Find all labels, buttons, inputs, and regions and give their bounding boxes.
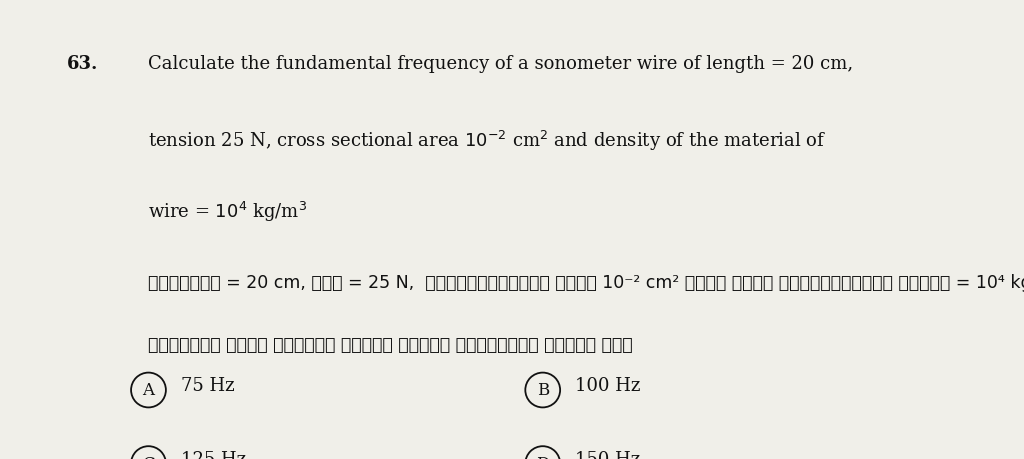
Text: 150 Hz: 150 Hz [575, 450, 641, 459]
Text: Calculate the fundamental frequency of a sonometer wire of length = 20 cm,: Calculate the fundamental frequency of a… [148, 55, 854, 73]
Text: বিশিষ্ট ছ্ন্ মিটাৰৰ মৌলিক স্ৱৰৰ কম্পনাংক কিমান হব।: বিশিষ্ট ছ্ন্ মিটাৰৰ মৌলিক স্ৱৰৰ কম্পনাংক… [148, 335, 633, 353]
Text: wire = $10^{4}$ kg/m$^{3}$: wire = $10^{4}$ kg/m$^{3}$ [148, 200, 307, 224]
Text: 75 Hz: 75 Hz [181, 376, 234, 395]
Text: 100 Hz: 100 Hz [575, 376, 641, 395]
Text: দৈৰ্ঘ্য = 20 cm, টান = 25 N,  প্ৰস্থচ্ছেদৰ কালি 10⁻² cm² তাঁৰ ডালৰ পদাৰ্থবিপৰৰ ঘ: দৈৰ্ঘ্য = 20 cm, টান = 25 N, প্ৰস্থচ্ছেদ… [148, 273, 1024, 291]
Text: A: A [142, 382, 155, 398]
Text: B: B [537, 382, 549, 398]
Text: 125 Hz: 125 Hz [181, 450, 247, 459]
Text: 63.: 63. [67, 55, 98, 73]
Text: tension 25 N, cross sectional area $10^{-2}$ cm$^{2}$ and density of the materia: tension 25 N, cross sectional area $10^{… [148, 129, 826, 152]
Text: C: C [142, 455, 155, 459]
Text: D: D [536, 455, 550, 459]
